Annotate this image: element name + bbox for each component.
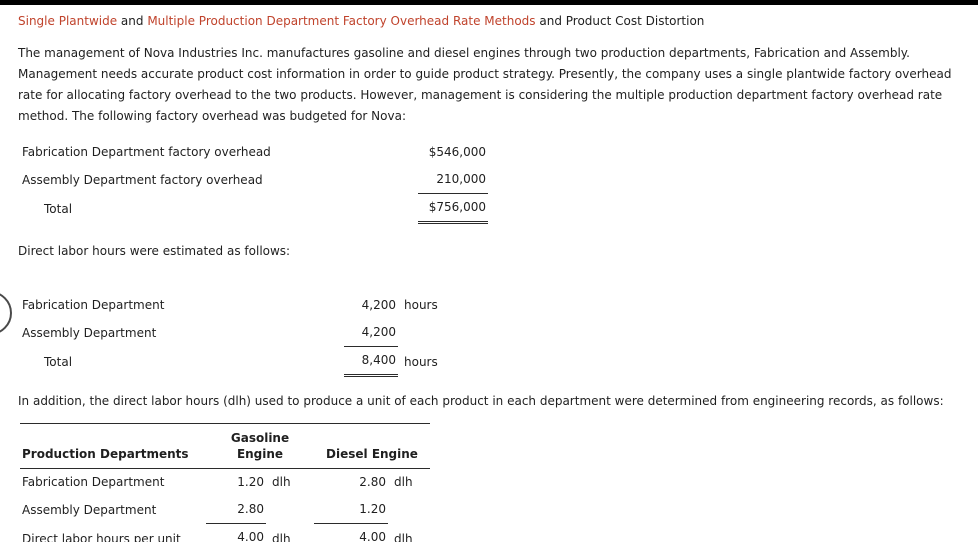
table-row: Total 8,400 hours xyxy=(20,346,450,377)
column-header-diesel-engine: Diesel Engine xyxy=(314,423,430,469)
title-text-1: and xyxy=(117,14,148,28)
row-label: Assembly Department xyxy=(22,325,157,340)
gasoline-unit: dlh xyxy=(272,475,291,489)
direct-labor-hours-heading: Direct labor hours were estimated as fol… xyxy=(18,244,291,258)
row-label: Total xyxy=(44,201,73,216)
row-value: 210,000 xyxy=(418,166,488,194)
row-value: 4,200 xyxy=(361,298,396,312)
row-value: $756,000 xyxy=(418,193,488,224)
gasoline-value: 4.00 xyxy=(206,523,266,542)
left-edge-handle[interactable] xyxy=(0,291,12,335)
table-row: Fabrication Department 4,200 hours xyxy=(20,292,450,319)
row-value: 8,400 xyxy=(344,346,398,377)
problem-page: Single Plantwide and Multiple Production… xyxy=(0,5,978,542)
diesel-value: 1.20 xyxy=(314,496,388,524)
row-label: Total xyxy=(44,354,73,369)
gasoline-unit: dlh xyxy=(272,531,291,542)
title-text-2: and Product Cost Distortion xyxy=(535,14,705,28)
column-header-production-departments: Production Departments xyxy=(20,423,206,469)
table-row: Fabrication Department 1.20 dlh 2.80 dlh xyxy=(20,469,430,497)
engineering-records-text: In addition, the direct labor hours (dlh… xyxy=(18,394,944,408)
column-header-gasoline-engine: Gasoline Engine xyxy=(206,423,314,469)
diesel-unit: dlh xyxy=(394,475,413,489)
link-single-plantwide[interactable]: Single Plantwide xyxy=(18,14,118,28)
row-label: Assembly Department factory overhead xyxy=(22,172,263,187)
row-label: Assembly Department xyxy=(22,502,157,517)
table-row: Direct labor hours per unit 4.00 dlh 4.0… xyxy=(20,523,430,542)
row-label: Fabrication Department xyxy=(22,298,165,312)
table-row: Total $756,000 xyxy=(20,193,488,224)
budgeted-overhead-table: Fabrication Department factory overhead … xyxy=(20,139,488,224)
per-unit-dlh-table: Production Departments Gasoline Engine D… xyxy=(20,423,430,542)
diesel-unit xyxy=(388,496,430,524)
gasoline-value: 1.20 xyxy=(237,475,264,489)
table-row: Assembly Department factory overhead 210… xyxy=(20,166,488,194)
row-unit xyxy=(398,319,450,347)
intro-paragraph: The management of Nova Industries Inc. m… xyxy=(18,46,952,123)
row-unit: hours xyxy=(404,298,438,312)
top-border-bar xyxy=(0,0,978,5)
direct-labor-hours-table: Fabrication Department 4,200 hours Assem… xyxy=(20,292,450,377)
diesel-value: 4.00 xyxy=(314,523,388,542)
row-label: Fabrication Department factory overhead xyxy=(22,145,271,159)
row-value: 4,200 xyxy=(344,319,398,347)
diesel-value: 2.80 xyxy=(359,475,386,489)
table-header-row: Production Departments Gasoline Engine D… xyxy=(20,423,430,469)
link-multiple-production-department-method[interactable]: Multiple Production Department Factory O… xyxy=(147,14,536,28)
row-value: $546,000 xyxy=(428,145,486,159)
problem-title: Single Plantwide and Multiple Production… xyxy=(18,12,978,30)
gasoline-unit xyxy=(266,496,314,524)
row-label: Direct labor hours per unit xyxy=(22,531,181,542)
table-row: Assembly Department 2.80 1.20 xyxy=(20,496,430,524)
diesel-unit: dlh xyxy=(394,531,413,542)
gasoline-value: 2.80 xyxy=(206,496,266,524)
row-unit: hours xyxy=(404,354,438,369)
row-label: Fabrication Department xyxy=(22,475,165,489)
table-row: Fabrication Department factory overhead … xyxy=(20,139,488,166)
table-row: Assembly Department 4,200 xyxy=(20,319,450,347)
